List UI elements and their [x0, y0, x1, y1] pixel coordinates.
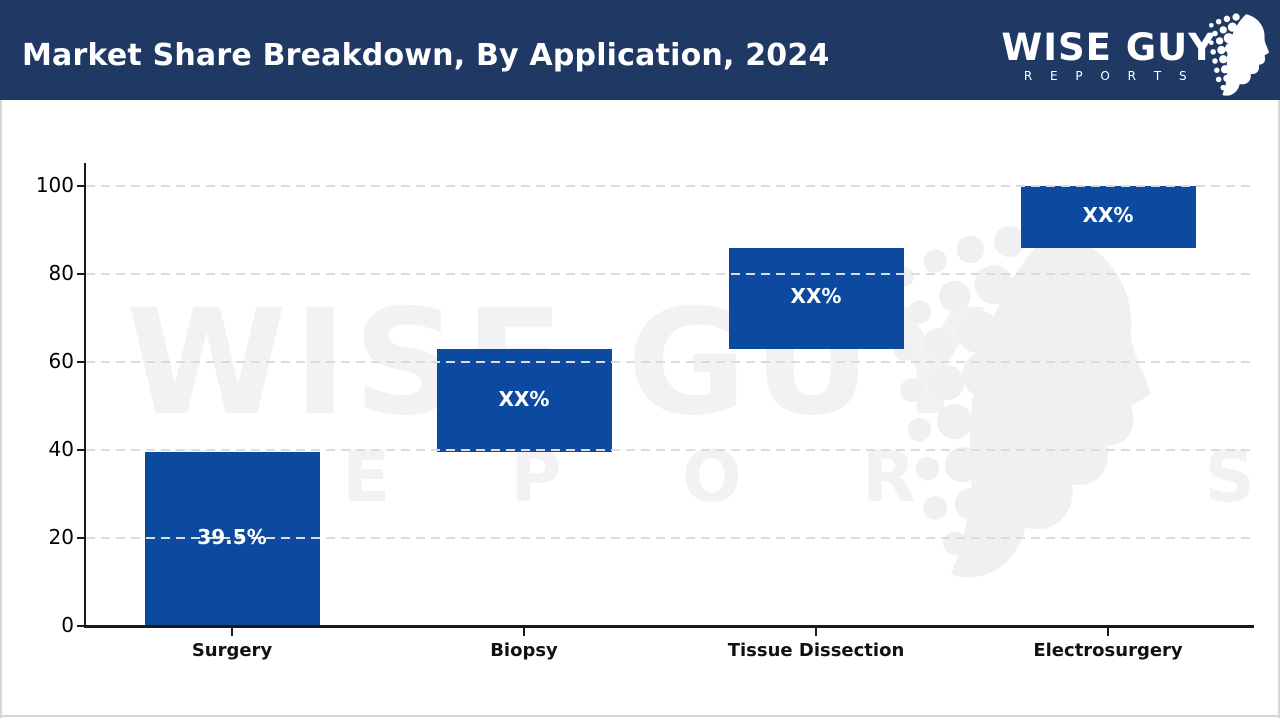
- y-tick-label: 20: [48, 525, 74, 549]
- bar-value-label: XX%: [1082, 202, 1134, 227]
- figure-border-bottom: [0, 715, 1280, 717]
- header-bar: Market Share Breakdown, By Application, …: [0, 0, 1280, 100]
- x-category-label: Biopsy: [490, 640, 558, 661]
- brand-logo: WISE GUY R E P O R T S: [1001, 12, 1270, 100]
- bar-electrosurgery: [1020, 186, 1196, 248]
- x-tick: [1107, 627, 1109, 636]
- gridline-80: [86, 273, 1254, 275]
- y-tick: [77, 185, 86, 187]
- y-tick: [77, 537, 86, 539]
- chart-title: Market Share Breakdown, By Application, …: [22, 38, 830, 73]
- x-category-label: Electrosurgery: [1033, 640, 1183, 661]
- x-tick: [815, 627, 817, 636]
- x-tick: [231, 627, 233, 636]
- figure-border-right: [1278, 100, 1280, 718]
- figure-border-left: [0, 100, 2, 718]
- bar-value-label: XX%: [790, 284, 842, 309]
- x-axis: [84, 625, 1254, 628]
- bar-biopsy: [436, 348, 612, 453]
- x-category-label: Tissue Dissection: [727, 640, 905, 661]
- gridline-20: [86, 537, 1254, 539]
- bar-value-label: 39.5%: [197, 525, 267, 550]
- y-tick-label: 40: [48, 437, 74, 461]
- y-tick-label: 0: [61, 613, 74, 637]
- gridline-100: [86, 185, 1254, 187]
- gridline-40: [86, 449, 1254, 451]
- watermark-head-icon: [894, 225, 1151, 578]
- y-tick-label: 60: [48, 349, 74, 373]
- brand-logo-subtext: R E P O R T S: [1023, 68, 1194, 83]
- bar-surgery: [144, 452, 320, 626]
- x-tick: [523, 627, 525, 636]
- y-tick: [77, 449, 86, 451]
- x-category-label: Surgery: [191, 640, 273, 661]
- y-tick-label: 100: [35, 173, 74, 197]
- y-tick: [77, 361, 86, 363]
- bar-value-label: XX%: [498, 386, 550, 411]
- bar-tissue-dissection: [728, 247, 904, 349]
- brand-logo-head-icon: [1209, 13, 1270, 96]
- y-tick: [77, 625, 86, 627]
- brand-logo-wordmark: WISE GUY: [1001, 26, 1216, 70]
- gridline-60: [86, 361, 1254, 363]
- y-tick-label: 80: [48, 261, 74, 285]
- y-tick: [77, 273, 86, 275]
- y-axis: [84, 163, 86, 628]
